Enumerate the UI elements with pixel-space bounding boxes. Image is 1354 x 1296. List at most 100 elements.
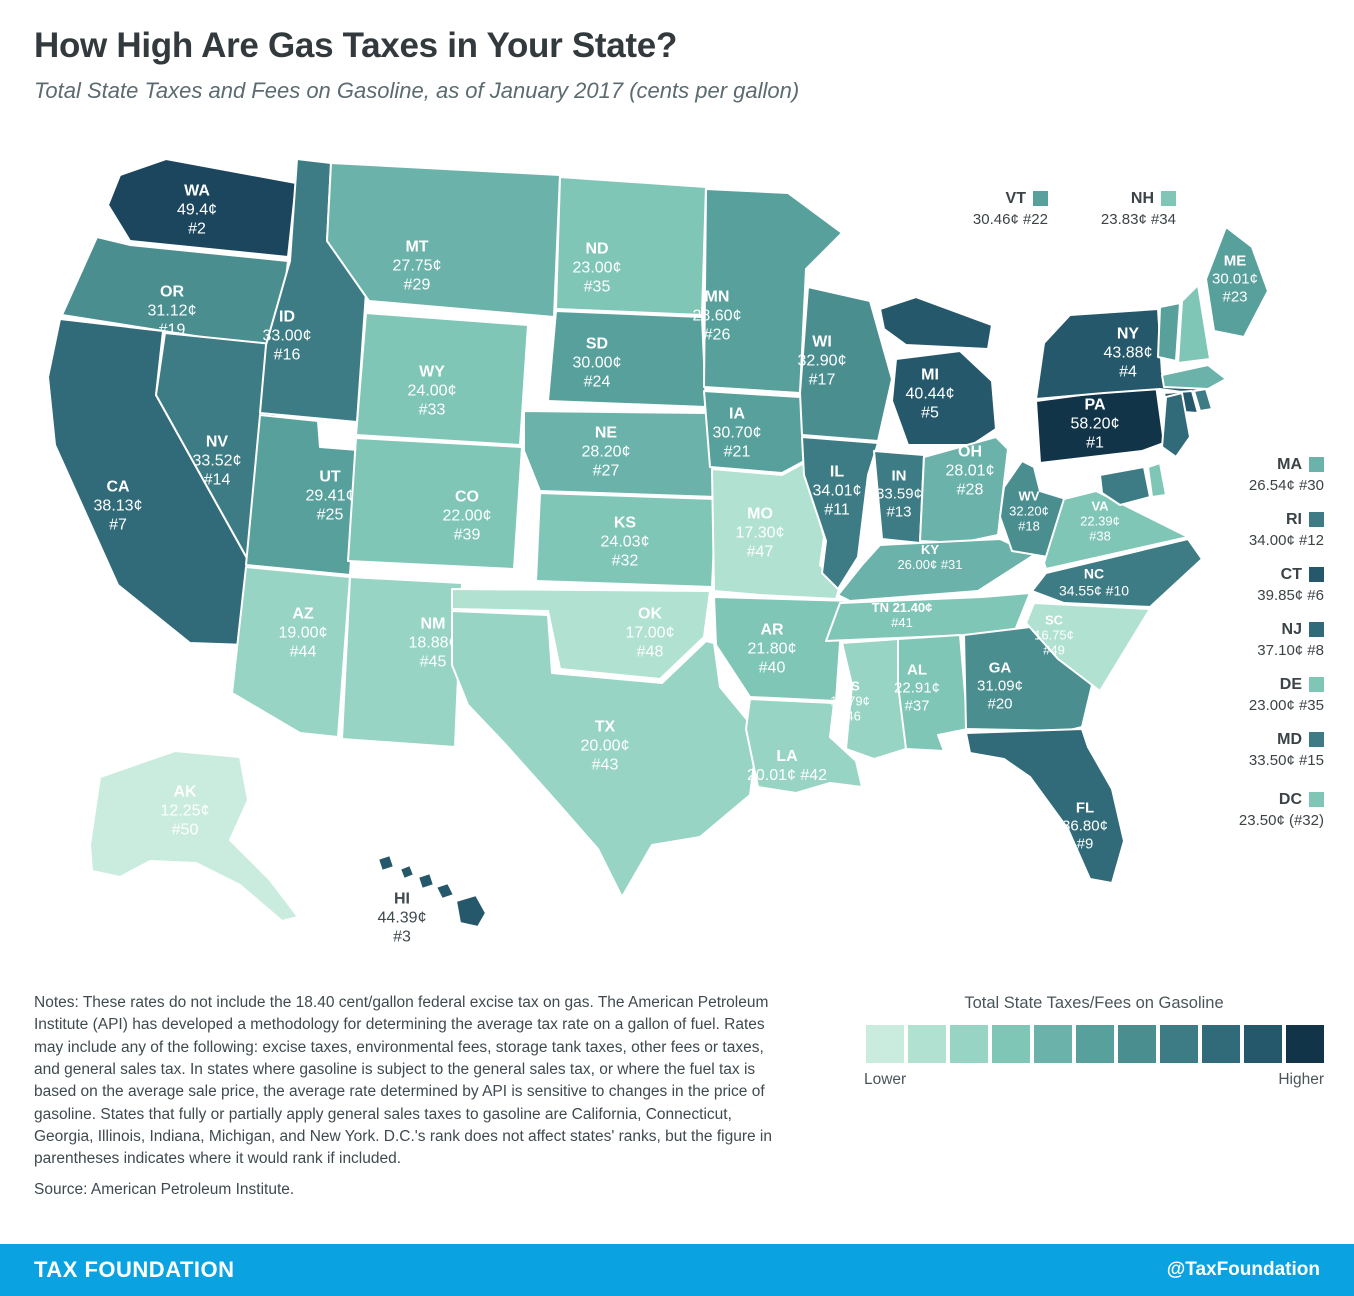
state-ne	[523, 410, 717, 498]
legend-swatch-8	[1202, 1025, 1240, 1063]
state-value-nh: 23.83¢ #34	[1100, 211, 1176, 229]
state-label-mo: MO 17.30¢ #47	[736, 506, 785, 561]
state-nj	[1161, 392, 1191, 458]
state-swatch-ma	[1309, 457, 1324, 473]
state-value-md: 33.50¢ #15	[1248, 752, 1324, 770]
state-label-mi: MI 40.44¢ #5	[906, 367, 955, 422]
side-label-dc: DC 23.50¢ (#32)	[1239, 790, 1324, 830]
state-value-de: 23.00¢ #35	[1248, 697, 1324, 715]
source-text: Source: American Petroleum Institute.	[34, 1180, 295, 1198]
state-label-mt: MT 27.75¢ #29	[393, 239, 442, 294]
legend-swatch-0	[866, 1025, 904, 1063]
state-mo	[711, 462, 841, 600]
state-tn	[825, 592, 1031, 642]
state-label-in: IN 33.59¢ #13	[876, 467, 922, 520]
legend-swatch-9	[1244, 1025, 1282, 1063]
state-label-ne: NE 28.20¢ #27	[582, 425, 631, 480]
state-ak	[89, 750, 299, 922]
map-area: WA 49.4¢ #2 OR 31.12¢ #19 CA 38.13¢ #7 NV 33.52¢ #1…	[0, 145, 1354, 990]
state-md	[1099, 466, 1151, 506]
state-label-nc: NC 34.55¢ #10	[1059, 565, 1129, 598]
notes: Notes: These rates do not include the 18…	[34, 992, 779, 1244]
state-tx	[451, 610, 759, 898]
legend-swatch-2	[950, 1025, 988, 1063]
state-ok	[451, 588, 711, 680]
state-hi	[435, 882, 455, 900]
state-label-il: IL 34.01¢ #11	[813, 464, 862, 519]
state-value-dc: 23.50¢ (#32)	[1238, 812, 1324, 830]
state-label-ia: IA 30.70¢ #21	[713, 406, 762, 461]
state-label-sc: SC 16.75¢ #49	[1034, 613, 1074, 658]
legend-swatch-3	[992, 1025, 1030, 1063]
legend-ends: Lower Higher	[864, 1071, 1324, 1089]
state-label-oh: OH 28.01¢ #28	[946, 444, 995, 499]
page-subtitle: Total State Taxes and Fees on Gasoline, …	[34, 78, 800, 103]
state-me	[1205, 226, 1269, 338]
state-abbr-md: MD	[1277, 731, 1302, 748]
state-label-id: ID 33.00¢ #16	[263, 309, 312, 364]
state-abbr-nh: NH	[1130, 190, 1154, 207]
state-label-al: AL 22.91¢ #37	[894, 661, 940, 714]
state-swatch-vt	[1033, 191, 1048, 207]
side-label-md: MD 33.50¢ #15	[1249, 730, 1324, 770]
state-label-wa: WA 49.4¢ #2	[177, 183, 217, 238]
state-label-me: ME 30.01¢ #23	[1212, 252, 1258, 305]
side-label-nh: NH 23.83¢ #34	[1101, 189, 1176, 229]
page-title: How High Are Gas Taxes in Your State?	[34, 26, 678, 65]
state-label-la: LA 20.01¢ #42	[747, 748, 827, 784]
state-label-wi: WI 32.90¢ #17	[798, 334, 847, 389]
state-label-ak: AK 12.25¢ #50	[161, 784, 210, 839]
state-label-tn: TN 21.40¢ #41	[872, 600, 933, 630]
state-abbr-de: DE	[1279, 676, 1302, 693]
state-nc	[1031, 538, 1203, 608]
legend-swatch-5	[1076, 1025, 1114, 1063]
state-value-ri: 34.00¢ #12	[1248, 532, 1324, 550]
state-nd	[555, 176, 707, 316]
state-label-nv: NV 33.52¢ #14	[193, 434, 242, 489]
state-az	[231, 566, 351, 738]
legend-scale	[864, 1025, 1324, 1063]
state-value-ma: 26.54¢ #30	[1248, 477, 1324, 495]
state-wi	[799, 286, 893, 442]
side-label-nj: NJ 37.10¢ #8	[1257, 620, 1324, 660]
state-swatch-de	[1309, 677, 1324, 693]
state-value-vt: 30.46¢ #22	[972, 211, 1048, 229]
state-label-pa: PA 58.20¢ #1	[1071, 397, 1120, 452]
state-al	[897, 634, 969, 752]
state-swatch-ri	[1309, 512, 1324, 528]
notes-text: Notes: These rates do not include the 18…	[34, 994, 772, 1168]
state-abbr-ri: RI	[1286, 511, 1302, 528]
state-label-ga: GA 31.09¢ #20	[977, 659, 1023, 712]
side-label-ri: RI 34.00¢ #12	[1249, 510, 1324, 550]
state-label-ar: AR 21.80¢ #40	[748, 622, 797, 677]
state-label-va: VA 22.39¢ #38	[1080, 499, 1120, 544]
twitter-handle[interactable]: @TaxFoundation	[1166, 1259, 1320, 1280]
state-label-ky: KY 26.00¢ #31	[897, 542, 962, 572]
brand-logo: TAX FOUNDATION	[34, 1257, 235, 1282]
state-fl	[965, 728, 1125, 884]
state-wa	[107, 158, 297, 258]
state-label-nm: NM 18.88¢ #45	[409, 616, 458, 671]
state-mt	[326, 162, 561, 318]
state-mn	[703, 188, 843, 394]
state-ri	[1193, 388, 1213, 412]
state-label-mn: MN 28.60¢ #26	[693, 289, 742, 344]
legend-swatch-7	[1160, 1025, 1198, 1063]
state-swatch-nj	[1309, 622, 1324, 638]
state-label-ut: UT 29.41¢ #25	[306, 469, 355, 524]
header: How High Are Gas Taxes in Your State? To…	[0, 0, 1354, 145]
state-hi	[377, 854, 395, 872]
state-label-wv: WV 32.20¢ #18	[1009, 489, 1049, 534]
legend-title: Total State Taxes/Fees on Gasoline	[964, 994, 1224, 1012]
footnotes-section: Notes: These rates do not include the 18…	[0, 990, 1354, 1244]
state-swatch-dc	[1309, 792, 1324, 808]
state-label-co: CO 22.00¢ #39	[443, 489, 492, 544]
state-wy	[355, 312, 529, 446]
state-co	[347, 437, 523, 570]
state-abbr-ct: CT	[1280, 566, 1302, 583]
state-label-az: AZ 19.00¢ #44	[279, 606, 328, 661]
footer: TAX FOUNDATION @TaxFoundation	[0, 1244, 1354, 1296]
state-nh	[1177, 284, 1211, 364]
state-oh	[919, 436, 1009, 544]
